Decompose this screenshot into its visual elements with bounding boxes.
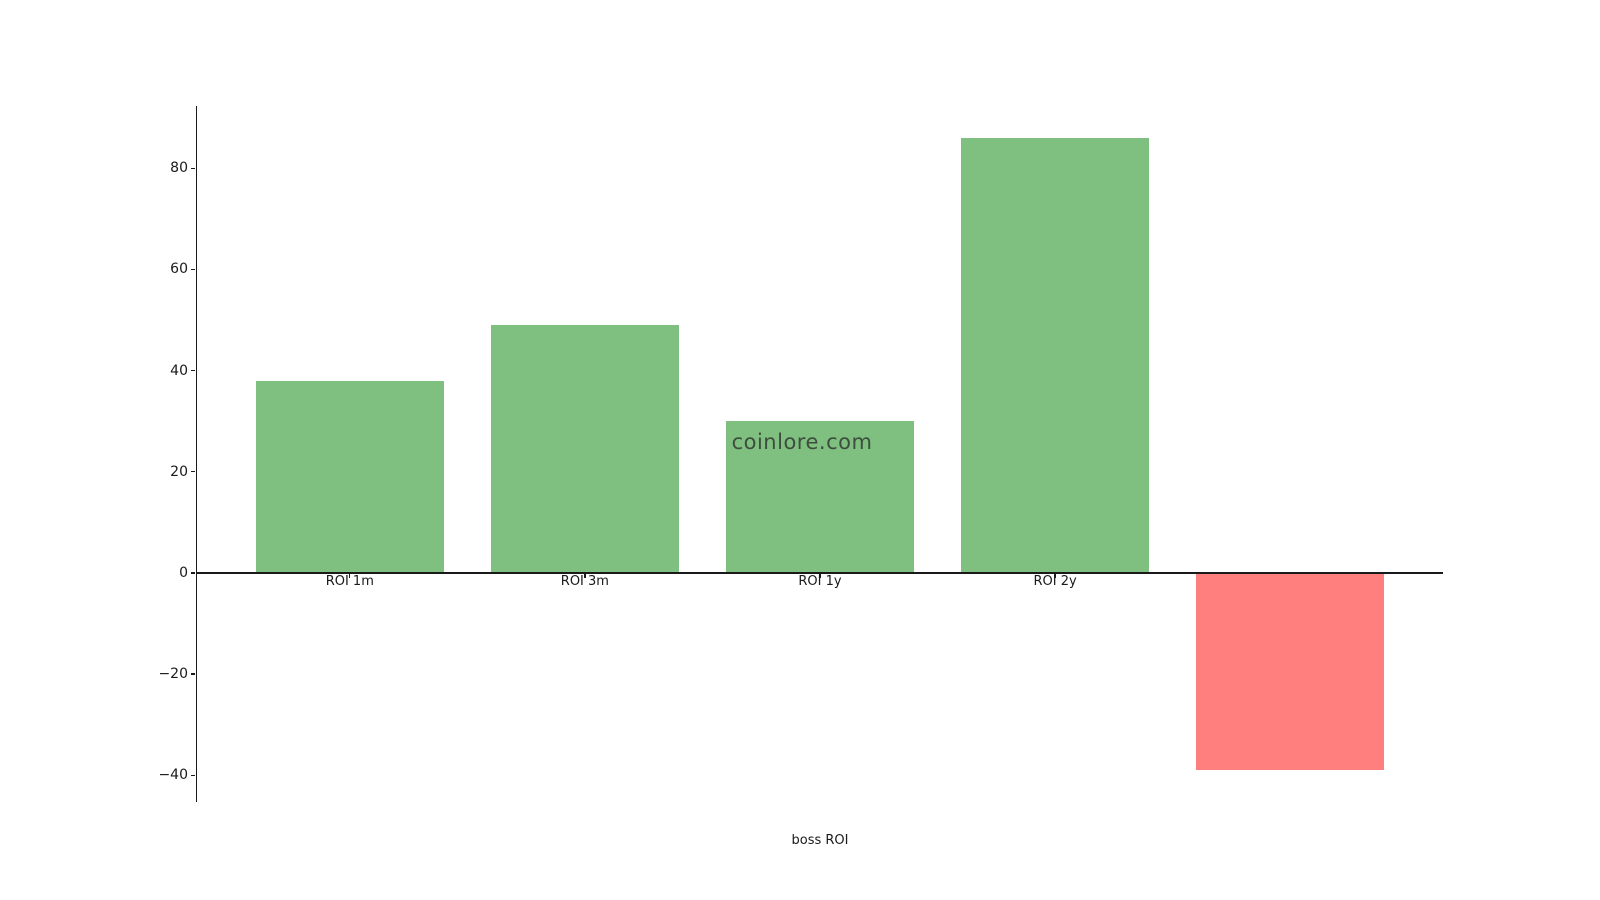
x-tick-label: ROI 1y	[798, 574, 842, 590]
y-tick-label: 80	[170, 160, 188, 177]
x-tick-label: ROI 1m	[325, 574, 374, 590]
x-tick-mark	[1054, 573, 1056, 578]
x-tick-label: ROI 2y	[1033, 574, 1077, 590]
y-tick-label: 0	[179, 564, 188, 581]
y-tick-mark	[191, 572, 196, 574]
y-tick-mark	[191, 471, 196, 473]
y-tick-label: 40	[170, 362, 188, 379]
y-tick-label: 20	[170, 463, 188, 480]
y-tick-label: −40	[158, 767, 188, 784]
y-tick-label: 60	[170, 261, 188, 278]
x-tick-mark	[349, 573, 351, 578]
x-tick-mark	[819, 573, 821, 578]
y-tick-mark	[191, 268, 196, 271]
chart-xlabel: boss ROI	[791, 833, 849, 848]
y-tick-label: −20	[158, 666, 188, 683]
x-tick-mark	[584, 573, 586, 578]
y-tick-mark	[191, 369, 196, 372]
y-axis-line	[195, 106, 197, 802]
watermark: coinlore.com	[731, 430, 873, 454]
y-tick-mark	[191, 774, 196, 776]
y-tick-mark	[191, 167, 196, 169]
bar-roi-3m	[490, 325, 679, 573]
x-tick-label: ROI 3m	[560, 574, 609, 590]
y-tick-mark	[191, 673, 196, 675]
bar-roi-2y	[961, 137, 1150, 573]
x-axis-line	[195, 572, 1443, 574]
bar-roi-1y	[725, 421, 915, 573]
bar-roi-1m	[255, 380, 444, 573]
bar-5	[1196, 572, 1385, 771]
